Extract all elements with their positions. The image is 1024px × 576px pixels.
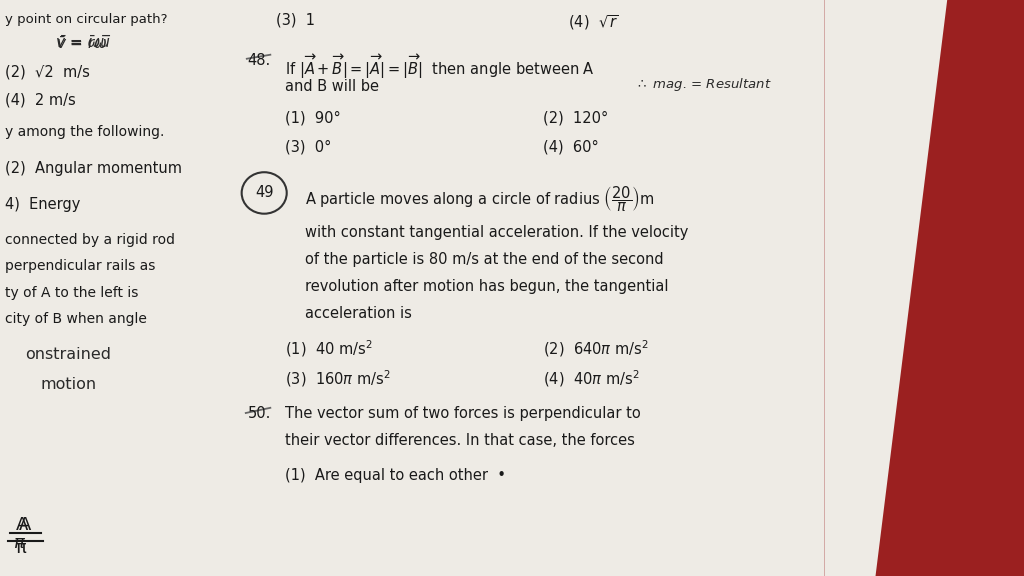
Text: (2)  120°: (2) 120° — [543, 111, 608, 126]
Text: ty of A to the left is: ty of A to the left is — [5, 286, 138, 300]
Text: π: π — [15, 539, 26, 556]
Text: connected by a rigid rod: connected by a rigid rod — [5, 233, 175, 247]
Text: perpendicular rails as: perpendicular rails as — [5, 259, 156, 273]
Text: acceleration is: acceleration is — [305, 306, 412, 321]
Text: (3)  0°: (3) 0° — [285, 139, 331, 154]
Text: (3)  160$\pi$ m/s$^2$: (3) 160$\pi$ m/s$^2$ — [285, 369, 390, 389]
Text: $\bar{v}$ = $\bar{r}$ω: $\bar{v}$ = $\bar{r}$ω — [56, 35, 109, 52]
Text: (4)  $\sqrt{r}$: (4) $\sqrt{r}$ — [568, 13, 620, 32]
Text: onstrained: onstrained — [26, 347, 112, 362]
Text: The vector sum of two forces is perpendicular to: The vector sum of two forces is perpendi… — [285, 406, 640, 421]
Text: A particle moves along a circle of radius $\left(\dfrac{20}{\pi}\right)$m: A particle moves along a circle of radiu… — [305, 184, 654, 214]
Text: revolution after motion has begun, the tangential: revolution after motion has begun, the t… — [305, 279, 669, 294]
Text: y among the following.: y among the following. — [5, 125, 165, 139]
Text: If $|\overrightarrow{A}+\overrightarrow{B}|=|\overrightarrow{A}|=|\overrightarro: If $|\overrightarrow{A}+\overrightarrow{… — [285, 53, 595, 81]
Text: A: A — [18, 516, 31, 533]
Text: (2)  √2  m/s: (2) √2 m/s — [5, 65, 90, 79]
Polygon shape — [824, 0, 947, 576]
Text: y point on circular path?: y point on circular path? — [5, 13, 168, 26]
Text: 49: 49 — [255, 185, 273, 200]
Text: (3)  1: (3) 1 — [276, 13, 315, 28]
Text: $\therefore$ mag. = Resultant: $\therefore$ mag. = Resultant — [635, 76, 771, 93]
Text: city of B when angle: city of B when angle — [5, 312, 147, 326]
Text: with constant tangential acceleration. If the velocity: with constant tangential acceleration. I… — [305, 225, 688, 240]
Text: 4)  Energy: 4) Energy — [5, 197, 81, 212]
Text: (4)  40$\pi$ m/s$^2$: (4) 40$\pi$ m/s$^2$ — [543, 369, 639, 389]
Text: (2)  Angular momentum: (2) Angular momentum — [5, 161, 182, 176]
Text: of the particle is 80 m/s at the end of the second: of the particle is 80 m/s at the end of … — [305, 252, 664, 267]
Text: (4)  60°: (4) 60° — [543, 139, 598, 154]
Text: 50.: 50. — [248, 406, 271, 421]
Text: $\pi$: $\pi$ — [13, 534, 27, 552]
Text: their vector differences. In that case, the forces: their vector differences. In that case, … — [285, 433, 635, 448]
Bar — [824, 0, 1024, 576]
Text: and B will be: and B will be — [285, 79, 379, 94]
Text: v̄ = ωu̅: v̄ = ωu̅ — [56, 35, 111, 50]
Text: (1)  90°: (1) 90° — [285, 111, 340, 126]
Text: (4)  2 m/s: (4) 2 m/s — [5, 92, 76, 107]
Text: A: A — [15, 516, 28, 533]
Text: 48.: 48. — [248, 53, 271, 68]
Text: (1)  40 m/s$^2$: (1) 40 m/s$^2$ — [285, 338, 373, 359]
Text: (1)  Are equal to each other  •: (1) Are equal to each other • — [285, 468, 506, 483]
Text: (2)  640$\pi$ m/s$^2$: (2) 640$\pi$ m/s$^2$ — [543, 338, 648, 359]
Text: motion: motion — [41, 377, 97, 392]
